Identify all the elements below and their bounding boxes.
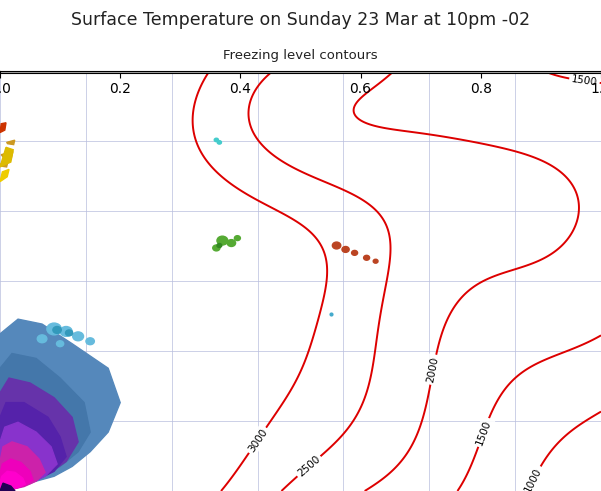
- Text: 1500: 1500: [571, 74, 598, 88]
- Circle shape: [332, 242, 341, 249]
- Circle shape: [86, 338, 94, 345]
- Text: 1000: 1000: [523, 466, 544, 491]
- Polygon shape: [0, 319, 120, 491]
- Circle shape: [47, 323, 61, 335]
- Circle shape: [60, 327, 72, 336]
- Text: 3000: 3000: [246, 427, 269, 454]
- Text: 2500: 2500: [296, 454, 322, 479]
- Polygon shape: [0, 123, 6, 133]
- Circle shape: [373, 259, 378, 263]
- Circle shape: [227, 240, 236, 246]
- Polygon shape: [1, 152, 13, 158]
- Circle shape: [73, 332, 84, 341]
- Text: 1500: 1500: [474, 418, 493, 446]
- Polygon shape: [0, 459, 33, 491]
- Circle shape: [217, 236, 228, 245]
- Polygon shape: [0, 169, 9, 182]
- Circle shape: [218, 140, 221, 144]
- Circle shape: [234, 236, 240, 241]
- Circle shape: [364, 255, 370, 260]
- Text: Surface Temperature on Sunday 23 Mar at 10pm -02: Surface Temperature on Sunday 23 Mar at …: [71, 11, 530, 29]
- Circle shape: [37, 335, 47, 343]
- Polygon shape: [0, 483, 15, 491]
- Text: Freezing level contours: Freezing level contours: [223, 49, 378, 62]
- Polygon shape: [0, 378, 78, 491]
- Circle shape: [56, 341, 64, 347]
- Polygon shape: [0, 403, 66, 491]
- Text: 2000: 2000: [426, 356, 441, 383]
- Circle shape: [217, 244, 222, 247]
- Polygon shape: [0, 422, 57, 491]
- Polygon shape: [0, 442, 45, 491]
- Circle shape: [53, 327, 61, 333]
- Circle shape: [213, 245, 220, 251]
- Circle shape: [66, 330, 73, 336]
- Polygon shape: [0, 471, 25, 491]
- Polygon shape: [0, 147, 13, 167]
- Polygon shape: [0, 162, 8, 167]
- Circle shape: [215, 138, 219, 141]
- Polygon shape: [7, 140, 14, 144]
- Circle shape: [352, 250, 358, 255]
- Circle shape: [342, 246, 349, 252]
- Polygon shape: [0, 354, 90, 491]
